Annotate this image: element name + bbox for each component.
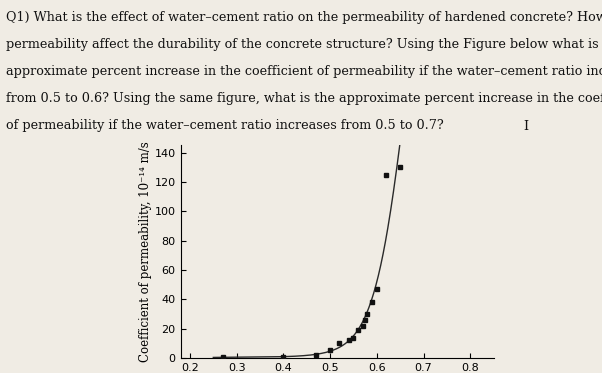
Text: approximate percent increase in the coefficient of permeability if the water–cem: approximate percent increase in the coef… <box>6 65 602 78</box>
Text: from 0.5 to 0.6? Using the same figure, what is the approximate percent increase: from 0.5 to 0.6? Using the same figure, … <box>6 92 602 105</box>
Text: of permeability if the water–cement ratio increases from 0.5 to 0.7?: of permeability if the water–cement rati… <box>6 119 444 132</box>
Text: Q1) What is the effect of water–cement ratio on the permeability of hardened con: Q1) What is the effect of water–cement r… <box>6 11 602 24</box>
Y-axis label: Coefficient of permeability, 10⁻¹⁴ m/s: Coefficient of permeability, 10⁻¹⁴ m/s <box>139 141 152 362</box>
Text: permeability affect the durability of the concrete structure? Using the Figure b: permeability affect the durability of th… <box>6 38 602 51</box>
Text: I: I <box>524 120 529 134</box>
